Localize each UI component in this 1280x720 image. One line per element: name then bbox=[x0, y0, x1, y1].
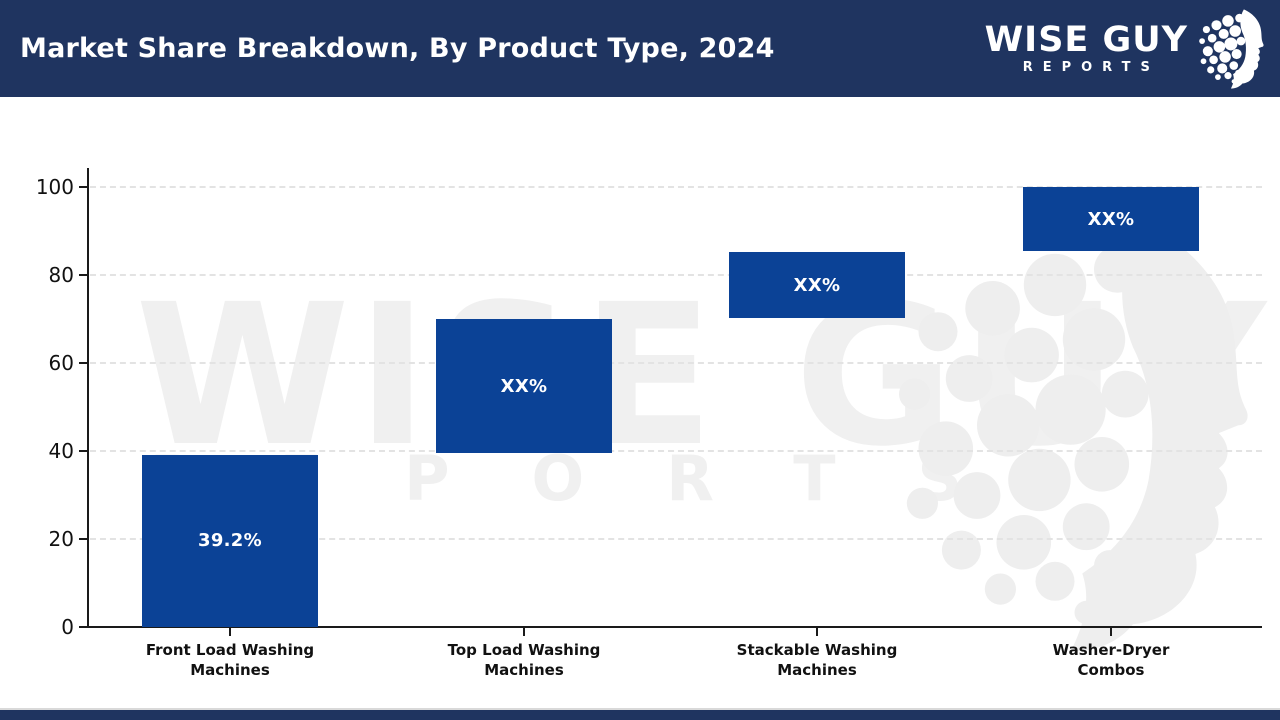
category-label-text: Stackable Washing Machines bbox=[736, 641, 898, 679]
category-label: Top Load Washing Machines bbox=[394, 640, 654, 680]
bar-value-label: XX% bbox=[793, 274, 841, 296]
bar-segment: XX% bbox=[436, 319, 612, 454]
bar-segment: 39.2% bbox=[142, 454, 318, 627]
y-tick-label: 60 bbox=[48, 351, 74, 375]
bar-value-label: XX% bbox=[1087, 208, 1135, 230]
x-tick bbox=[1110, 628, 1112, 636]
bar-segment: XX% bbox=[1023, 187, 1199, 252]
y-tick bbox=[79, 626, 88, 628]
gridline-100 bbox=[90, 186, 1262, 188]
x-tick bbox=[816, 628, 818, 636]
gridline-20 bbox=[90, 538, 1262, 540]
footer-bar bbox=[0, 708, 1280, 720]
page-title: Market Share Breakdown, By Product Type,… bbox=[20, 33, 775, 64]
bar-segment: XX% bbox=[729, 252, 905, 319]
y-tick bbox=[79, 362, 88, 364]
bar-value-label: XX% bbox=[500, 375, 548, 397]
wiseguy-logo: WISE GUY REPORTS bbox=[985, 8, 1264, 90]
logo-text: WISE GUY REPORTS bbox=[985, 21, 1188, 77]
y-tick bbox=[79, 450, 88, 452]
y-axis-line bbox=[87, 168, 89, 628]
x-axis-line bbox=[87, 626, 1262, 628]
gridline-60 bbox=[90, 362, 1262, 364]
category-label: Stackable Washing Machines bbox=[687, 640, 947, 680]
category-label-text: Washer-Dryer Combos bbox=[1052, 641, 1170, 679]
header-bar: Market Share Breakdown, By Product Type,… bbox=[0, 0, 1280, 97]
y-tick-label: 100 bbox=[35, 175, 74, 199]
y-tick bbox=[79, 186, 88, 188]
logo-wordmark: WISE GUY bbox=[984, 20, 1188, 60]
x-tick bbox=[523, 628, 525, 636]
y-tick-label: 0 bbox=[61, 615, 74, 639]
x-tick bbox=[229, 628, 231, 636]
y-tick bbox=[79, 538, 88, 540]
gridline-40 bbox=[90, 450, 1262, 452]
category-label-text: Top Load Washing Machines bbox=[447, 641, 601, 679]
y-tick-label: 80 bbox=[48, 263, 74, 287]
logo-head-icon bbox=[1192, 8, 1264, 90]
category-label: Front Load Washing Machines bbox=[100, 640, 360, 680]
category-label: Washer-Dryer Combos bbox=[981, 640, 1241, 680]
y-tick-label: 20 bbox=[48, 527, 74, 551]
y-tick-label: 40 bbox=[48, 439, 74, 463]
gridline-80 bbox=[90, 274, 1262, 276]
logo-subtitle: REPORTS bbox=[1022, 60, 1160, 75]
category-label-text: Front Load Washing Machines bbox=[145, 641, 315, 679]
y-tick bbox=[79, 274, 88, 276]
bar-value-label: 39.2% bbox=[198, 530, 262, 552]
